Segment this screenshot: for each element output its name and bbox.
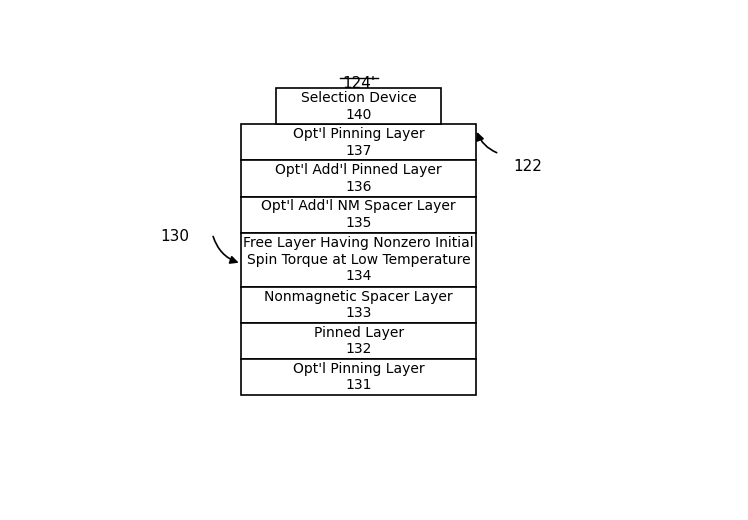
Text: 122: 122 [514,159,542,174]
Text: Opt'l Pinning Layer
137: Opt'l Pinning Layer 137 [293,127,425,158]
Text: 130: 130 [160,229,189,244]
Text: Opt'l Pinning Layer
131: Opt'l Pinning Layer 131 [293,361,425,392]
Text: 124': 124' [343,76,375,92]
Text: Opt'l Add'l NM Spacer Layer
135: Opt'l Add'l NM Spacer Layer 135 [261,200,456,230]
Text: Pinned Layer
132: Pinned Layer 132 [313,326,404,356]
Bar [242,322,476,359]
Bar [242,197,476,232]
Text: Nonmagnetic Spacer Layer
133: Nonmagnetic Spacer Layer 133 [264,290,453,320]
Bar [242,287,476,322]
Bar [242,124,476,161]
Bar [242,359,476,395]
Bar [242,232,476,287]
Text: Selection Device
140: Selection Device 140 [301,92,417,122]
Bar [276,88,441,124]
Text: Free Layer Having Nonzero Initial
Spin Torque at Low Temperature
134: Free Layer Having Nonzero Initial Spin T… [243,237,474,283]
Bar [242,161,476,197]
Text: Opt'l Add'l Pinned Layer
136: Opt'l Add'l Pinned Layer 136 [275,163,442,193]
